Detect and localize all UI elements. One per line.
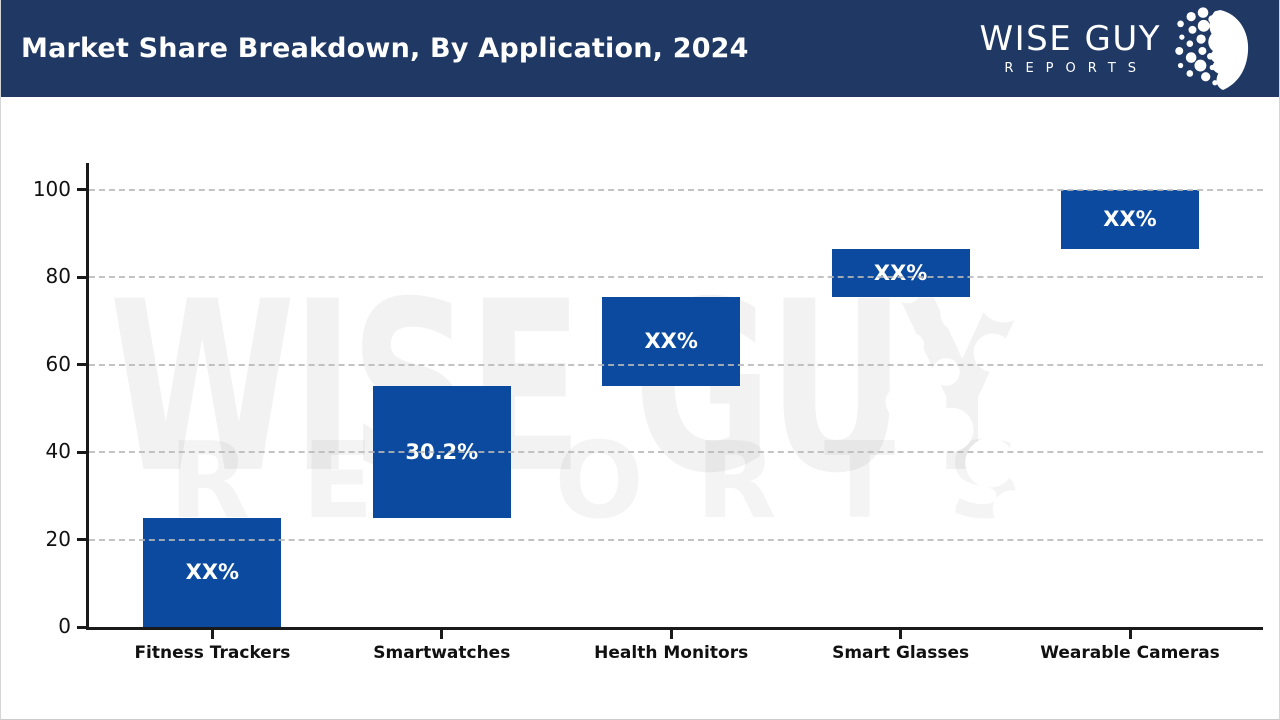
x-tick-mark [899, 630, 903, 639]
bar: XX% [831, 248, 970, 298]
y-tick-mark [77, 188, 86, 191]
gridline [89, 451, 1263, 453]
logo-wordmark: WISE GUY [979, 19, 1161, 59]
x-category-label: Fitness Trackers [134, 643, 291, 663]
x-tick-mark [669, 630, 673, 639]
y-axis-spine [86, 163, 89, 630]
y-tick-label: 0 [58, 614, 71, 638]
y-tick-label: 60 [45, 351, 71, 376]
y-tick-label: 100 [32, 176, 71, 201]
x-category-label: Wearable Cameras [1040, 643, 1220, 663]
x-tick-mark [210, 630, 214, 639]
x-category-label: Health Monitors [594, 643, 749, 663]
gridline [89, 276, 1263, 278]
plot-region: 0 20 40 60 80 100 XX% Fitness Trackers 30.2% Smar… [1, 97, 1280, 720]
bar-value-label: XX% [1103, 207, 1157, 232]
gridline [89, 363, 1263, 366]
x-tick-mark [1128, 630, 1132, 639]
y-tick-mark [77, 275, 86, 279]
x-axis-spine [86, 627, 1263, 630]
x-category-label: Smartwatches [373, 643, 511, 663]
bar-value-label: XX% [873, 260, 928, 285]
gridline [89, 188, 1263, 191]
x-category-label: Smart Glasses [832, 643, 970, 663]
wiseguy-logo: WISE GUY REPORTS [979, 6, 1259, 92]
y-tick-mark [77, 625, 86, 629]
bar-value-label: XX% [644, 329, 698, 354]
y-tick-mark [77, 363, 86, 366]
report-title: Market Share Breakdown, By Application, … [21, 33, 749, 64]
bar: XX% [1061, 189, 1199, 249]
y-tick-label: 80 [45, 264, 71, 288]
y-tick-mark [77, 538, 86, 541]
y-tick-label: 40 [45, 439, 71, 463]
x-tick-mark [440, 630, 444, 639]
gridline [89, 538, 1263, 541]
y-tick-mark [77, 450, 86, 454]
bar: XX% [143, 517, 282, 627]
y-tick-label: 20 [45, 526, 71, 551]
logo-subtext: REPORTS [1004, 61, 1149, 76]
logo-face-icon [1175, 6, 1249, 90]
bar-value-label: XX% [185, 560, 240, 585]
bar: XX% [602, 297, 741, 386]
report-header: Market Share Breakdown, By Application, … [1, 0, 1279, 97]
